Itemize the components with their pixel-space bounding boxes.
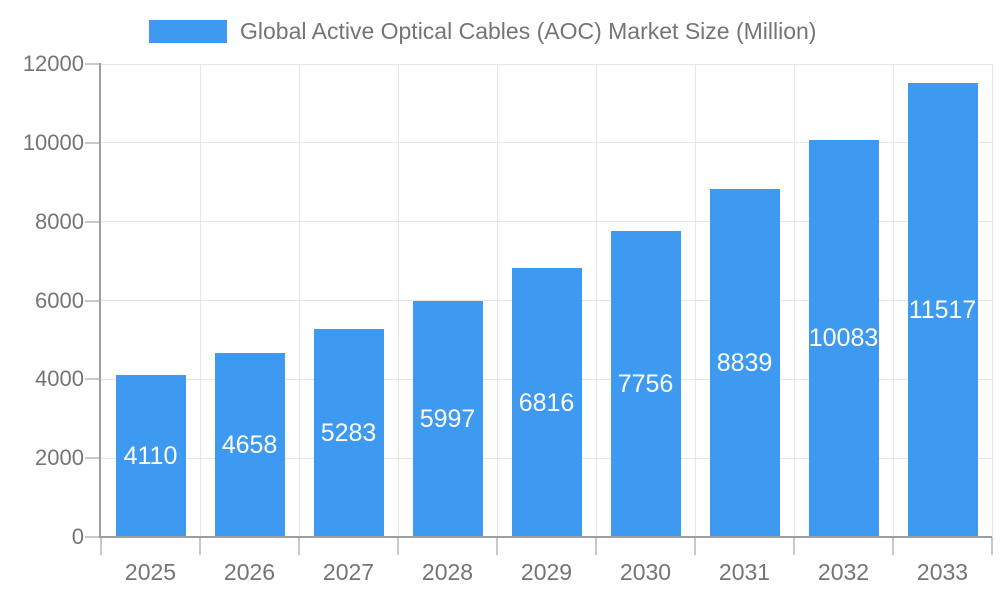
y-axis-tick: [85, 536, 100, 538]
y-axis-tick: [85, 141, 100, 144]
bar-2031[interactable]: [709, 188, 780, 537]
gridline-vertical: [793, 64, 795, 537]
y-axis-label: 2000: [35, 445, 84, 471]
bar-value-label: 8839: [716, 348, 773, 377]
gridline-vertical: [991, 64, 993, 537]
x-axis-label: 2030: [619, 559, 672, 585]
y-axis-label: 0: [71, 524, 84, 549]
x-axis-label: 2027: [322, 559, 375, 585]
x-axis-tick: [892, 537, 894, 555]
legend-item[interactable]: Global Active Optical Cables (AOC) Marke…: [149, 17, 816, 45]
legend-swatch: [149, 19, 227, 43]
gridline-vertical: [298, 64, 300, 537]
bar-value-label: 4658: [221, 431, 278, 460]
x-axis-tick: [100, 537, 102, 555]
x-axis-tick: [496, 537, 498, 555]
bar-2026[interactable]: [214, 353, 285, 537]
gridline-horizontal: [101, 63, 992, 65]
x-axis-label: 2025: [124, 559, 177, 585]
y-axis-tick: [85, 457, 100, 460]
bar-2025[interactable]: [115, 374, 186, 537]
gridline-horizontal: [101, 221, 992, 223]
bar-2027[interactable]: [313, 328, 384, 537]
bar-2030[interactable]: [610, 231, 681, 537]
y-axis-label: 6000: [35, 287, 84, 313]
y-axis-label: 8000: [35, 208, 84, 234]
bar-value-label: 10083: [808, 324, 879, 353]
y-axis-tick: [85, 220, 100, 223]
y-axis-tick: [85, 63, 100, 65]
bar-value-label: 7756: [617, 370, 674, 399]
gridline-vertical: [397, 64, 399, 537]
bar-value-label: 6816: [518, 388, 575, 417]
bar-2033[interactable]: [907, 83, 978, 537]
x-axis-tick: [298, 537, 300, 555]
x-axis-tick: [694, 537, 696, 555]
x-axis-label: 2028: [421, 559, 474, 585]
gridline-vertical: [694, 64, 696, 537]
y-axis-label: 4000: [35, 366, 84, 392]
x-axis-label: 2031: [718, 559, 771, 585]
y-axis-label: 10000: [22, 129, 84, 155]
legend-label: Global Active Optical Cables (AOC) Marke…: [240, 18, 817, 44]
bar-2029[interactable]: [511, 268, 582, 537]
gridline-vertical: [892, 64, 894, 537]
y-axis-label: 12000: [22, 51, 84, 76]
x-axis-label: 2033: [916, 559, 969, 585]
x-axis-label: 2026: [223, 559, 276, 585]
bar-2032[interactable]: [808, 139, 879, 537]
x-axis-label: 2032: [817, 559, 870, 585]
x-axis-line: [99, 536, 992, 538]
y-axis-line: [99, 63, 101, 538]
x-axis-tick: [991, 537, 993, 555]
x-axis-label: 2029: [520, 559, 573, 585]
x-axis-tick: [595, 537, 597, 555]
bar-value-label: 5997: [419, 404, 476, 433]
bar-value-label: 11517: [908, 296, 977, 325]
bar-value-label: 4110: [123, 441, 178, 470]
y-axis-tick: [85, 299, 100, 302]
gridline-vertical: [199, 64, 201, 537]
gridline-vertical: [496, 64, 498, 537]
y-axis-tick: [85, 378, 100, 381]
x-axis-tick: [397, 537, 399, 555]
bar-value-label: 5283: [320, 418, 377, 447]
x-axis-tick: [199, 537, 201, 555]
gridline-horizontal: [101, 142, 992, 144]
x-axis-tick: [793, 537, 795, 555]
bar-2028[interactable]: [412, 300, 483, 537]
gridline-vertical: [595, 64, 597, 537]
